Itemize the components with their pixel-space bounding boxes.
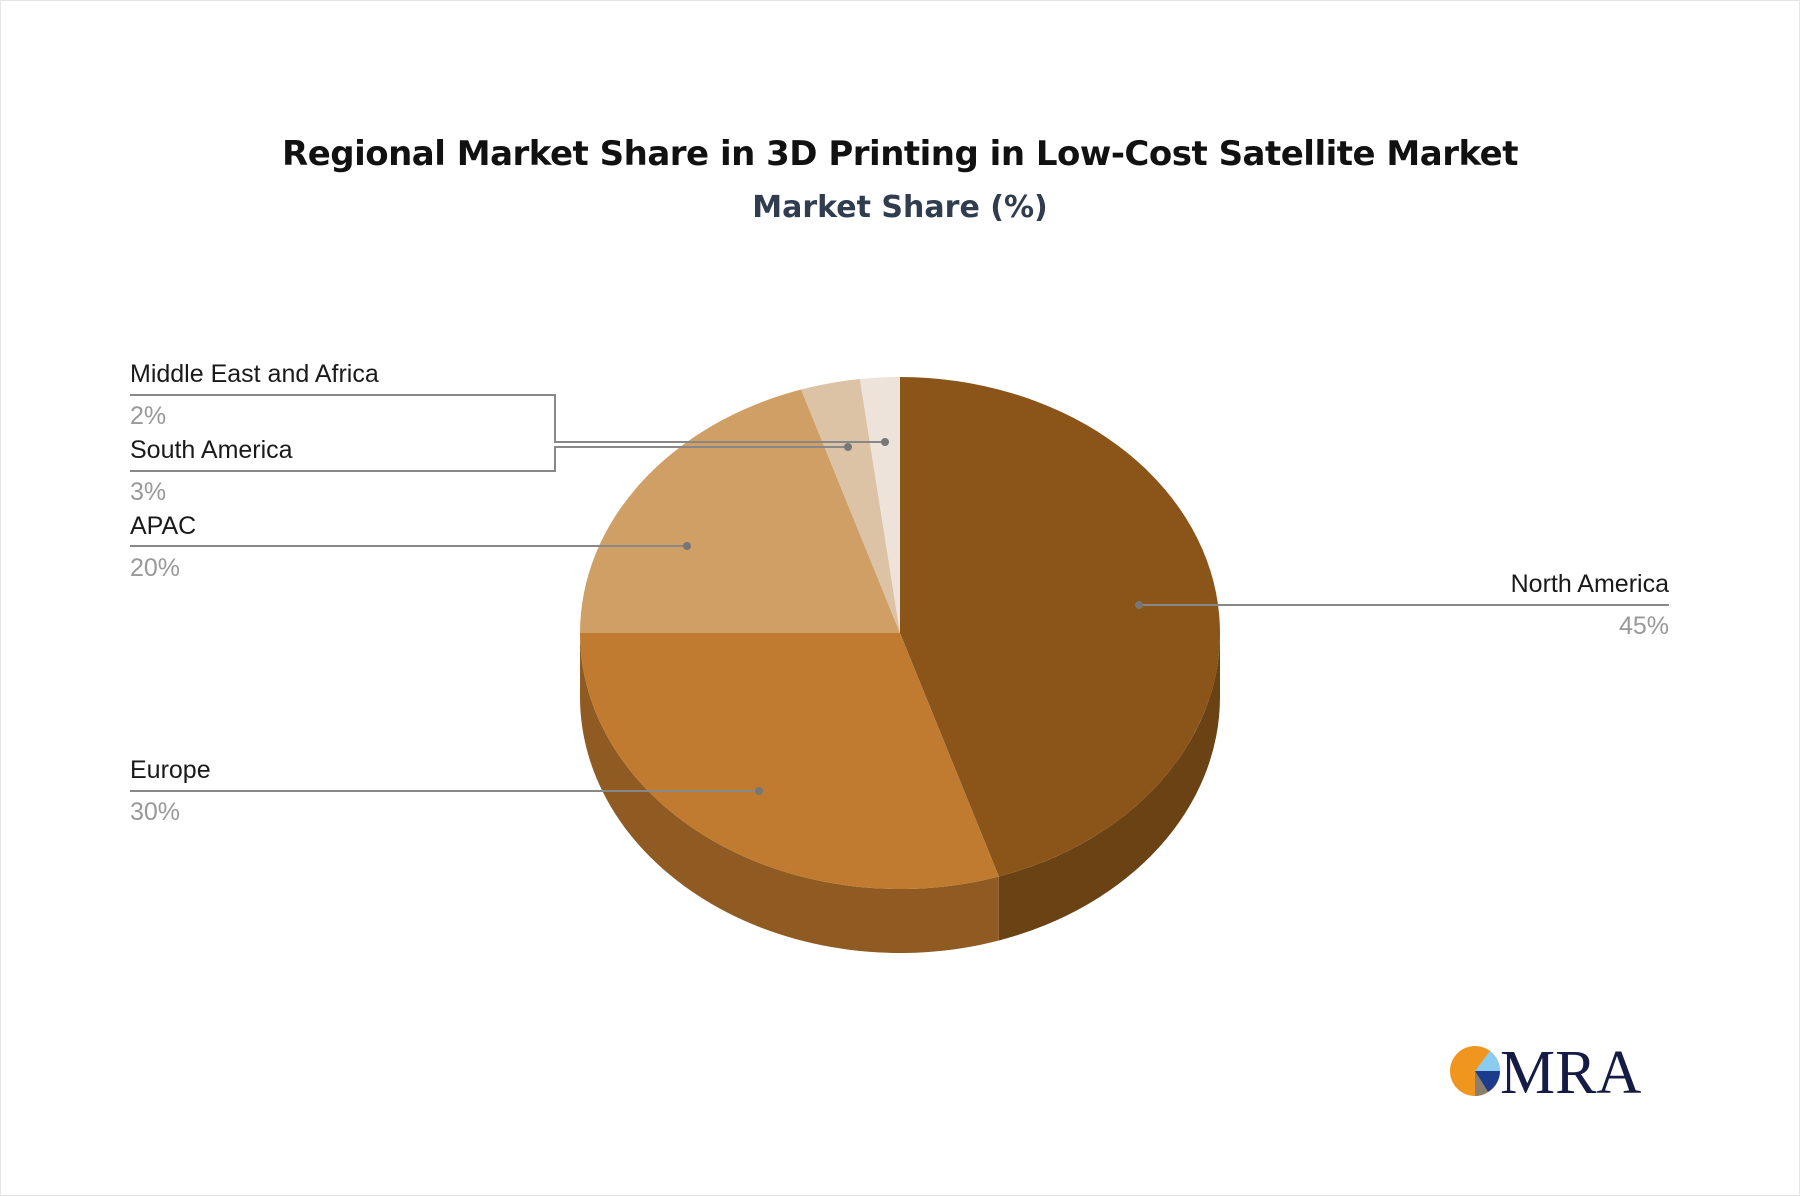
leader-middle-east-and-africa-dot: [881, 438, 889, 446]
pie-side-europe: [580, 633, 999, 953]
logo-slice: [1475, 1051, 1500, 1071]
leader-europe-dot: [755, 787, 763, 795]
value-north-america: 45%: [1619, 612, 1669, 640]
logo-slice: [1475, 1071, 1500, 1092]
value-south-america: 3%: [130, 478, 166, 506]
mra-logo: MRA: [1450, 1039, 1641, 1107]
chart-subtitle: Market Share (%): [752, 190, 1048, 225]
leader-middle-east-and-africa: [130, 394, 885, 443]
value-middle-east-and-africa: 2%: [130, 402, 166, 430]
leader-north-america-dot: [1135, 601, 1143, 609]
pie-slice-north-america[interactable]: [900, 377, 1221, 877]
value-apac: 20%: [130, 554, 180, 582]
chart-title: Regional Market Share in 3D Printing in …: [282, 134, 1518, 174]
logo-text: MRA: [1500, 1039, 1641, 1107]
pie-side-north-america: [998, 633, 1220, 941]
label-apac: APAC: [130, 512, 196, 540]
label-north-america: North America: [1511, 570, 1669, 598]
value-europe: 30%: [130, 798, 180, 826]
leader-south-america-dot: [844, 443, 852, 451]
leader-apac-dot: [683, 542, 691, 550]
label-europe: Europe: [130, 756, 211, 784]
label-middle-east-and-africa: Middle East and Africa: [130, 360, 379, 388]
leader-south-america: [130, 446, 848, 472]
label-south-america: South America: [130, 436, 293, 464]
logo-slice: [1475, 1071, 1488, 1096]
pie-slice-apac[interactable]: [580, 389, 900, 633]
pie-slice-europe[interactable]: [580, 633, 999, 889]
